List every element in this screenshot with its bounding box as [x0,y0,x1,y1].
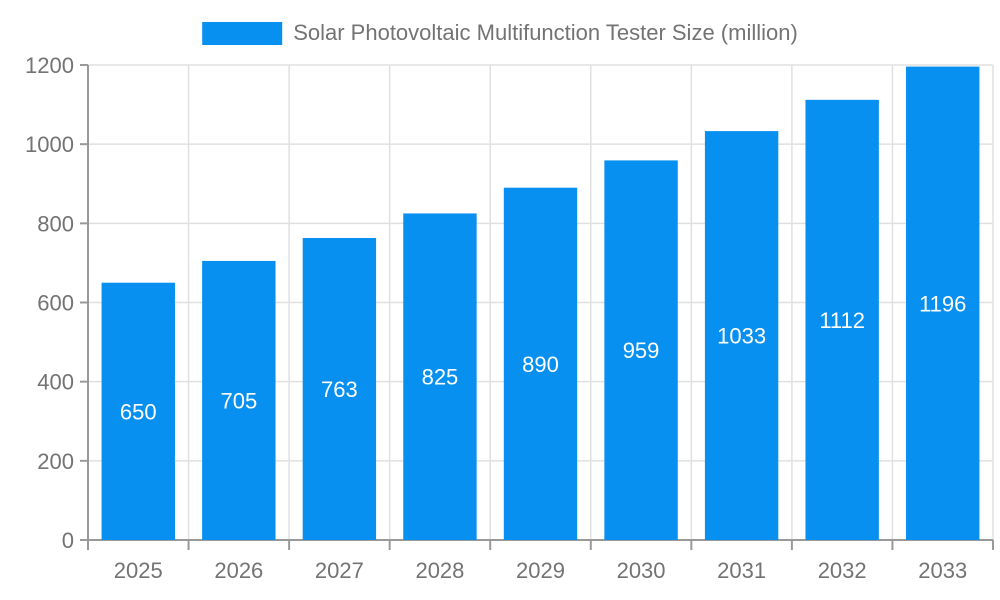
bar [604,160,678,541]
x-tick-label: 2033 [918,558,967,583]
bar-value-label: 650 [120,399,157,424]
y-tick-label: 600 [37,291,74,316]
bar [202,260,276,540]
x-tick-label: 2028 [415,558,464,583]
bar-value-label: 763 [321,377,358,402]
bar-value-label: 1196 [919,291,966,316]
x-tick-label: 2025 [114,558,163,583]
bar [704,131,779,540]
y-tick-label: 1200 [25,53,74,78]
legend-swatch-icon [202,21,283,45]
bar [503,187,578,541]
bar [906,66,980,540]
x-tick-label: 2026 [214,558,263,583]
bar-value-label: 890 [522,352,559,377]
bar [805,99,879,540]
y-tick-label: 200 [37,449,74,474]
x-tick-label: 2027 [315,558,364,583]
bar-value-label: 1033 [717,324,766,349]
y-tick-label: 0 [62,528,74,553]
y-tick-label: 1000 [25,132,74,157]
legend[interactable]: Solar Photovoltaic Multifunction Tester … [202,20,798,46]
bar-value-label: 825 [422,365,459,390]
x-tick-label: 2030 [617,558,666,583]
y-tick-label: 800 [37,211,74,236]
bar-value-label: 705 [220,388,257,413]
bar-value-label: 959 [623,338,660,363]
bar [302,237,377,540]
x-tick-label: 2032 [818,558,867,583]
legend-label: Solar Photovoltaic Multifunction Tester … [293,20,798,45]
y-tick-label: 400 [37,370,74,395]
x-tick-label: 2031 [717,558,766,583]
bar [101,282,175,540]
bar [403,213,477,540]
x-tick-label: 2029 [516,558,565,583]
bar-value-label: 1112 [819,308,865,333]
